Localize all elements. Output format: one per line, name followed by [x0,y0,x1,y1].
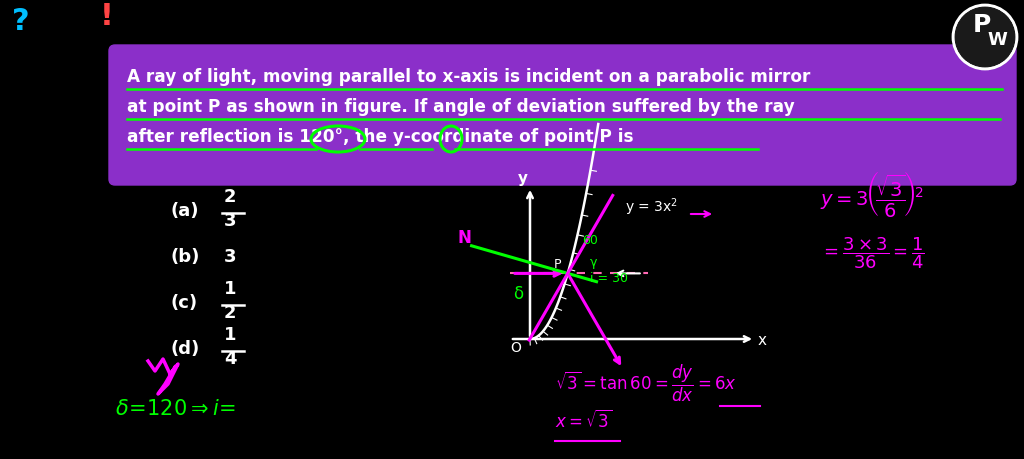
Text: after reflection is 120°, the y-coordinate of point P is: after reflection is 120°, the y-coordina… [127,128,634,146]
Text: 3: 3 [224,247,237,265]
Text: 3: 3 [224,212,237,230]
Text: (d): (d) [170,339,200,357]
FancyBboxPatch shape [109,46,1016,185]
Text: $\sqrt{3}=\tan 60=\dfrac{dy}{dx}=6x$: $\sqrt{3}=\tan 60=\dfrac{dy}{dx}=6x$ [555,362,736,403]
Text: !: ! [100,2,114,31]
Text: $\delta\!=\!120 \Rightarrow i\!=$: $\delta\!=\!120 \Rightarrow i\!=$ [115,398,236,418]
Text: y = 3x$^2$: y = 3x$^2$ [625,196,678,218]
Text: W: W [987,31,1007,49]
Text: O: O [510,340,521,354]
Text: (a): (a) [170,202,199,219]
Circle shape [955,8,1015,68]
Text: δ: δ [513,285,523,303]
Text: $=\dfrac{3\times 3}{36}=\dfrac{1}{4}$: $=\dfrac{3\times 3}{36}=\dfrac{1}{4}$ [820,235,925,270]
Text: 2: 2 [224,303,237,321]
Text: 4: 4 [224,349,237,367]
Text: at point P as shown in figure. If angle of deviation suffered by the ray: at point P as shown in figure. If angle … [127,98,795,116]
Text: y: y [518,171,528,185]
Circle shape [953,6,1017,70]
Text: 60: 60 [582,234,598,247]
Text: N: N [458,228,471,246]
Text: $x=\sqrt{3}$: $x=\sqrt{3}$ [555,409,612,431]
Text: 1: 1 [224,280,237,297]
Text: (c): (c) [170,293,198,311]
Text: 1: 1 [224,325,237,343]
Text: A ray of light, moving parallel to x-axis is incident on a parabolic mirror: A ray of light, moving parallel to x-axi… [127,68,810,86]
Text: P: P [554,258,561,271]
Text: 2: 2 [224,188,237,206]
Text: (b): (b) [170,247,200,265]
Text: i = 30: i = 30 [590,272,628,285]
Text: γ: γ [590,256,597,269]
Text: $y=3\!\left(\!\dfrac{\sqrt{3}}{6}\!\right)^{\!2}$: $y=3\!\left(\!\dfrac{\sqrt{3}}{6}\!\righ… [820,168,924,218]
Text: x: x [758,332,767,347]
Text: P: P [973,13,991,37]
Text: ?: ? [12,7,30,36]
